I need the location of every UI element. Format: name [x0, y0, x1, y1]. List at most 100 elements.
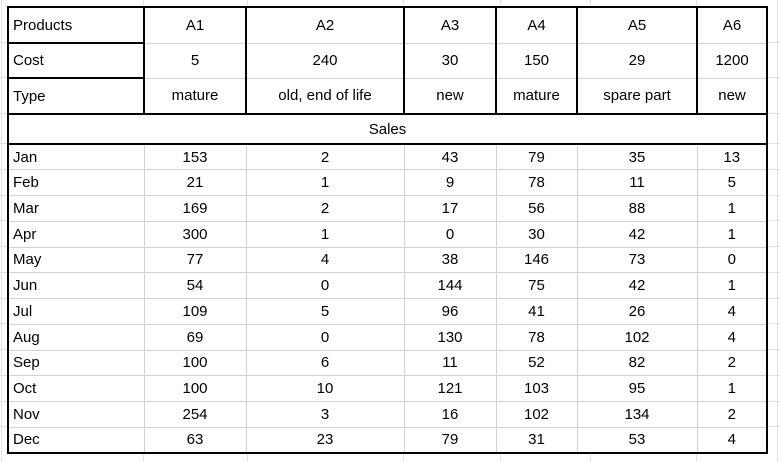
- cell-a3-jul[interactable]: 96: [403, 298, 497, 325]
- cell-a2-sep[interactable]: 6: [245, 349, 405, 377]
- cell-a1-type[interactable]: mature: [143, 77, 247, 115]
- cell-a3-dec[interactable]: 79: [403, 426, 497, 454]
- cell-month-mar[interactable]: Mar: [7, 195, 145, 222]
- cell-a6-dec[interactable]: 4: [696, 426, 768, 454]
- cell-a2-oct[interactable]: 10: [245, 375, 405, 402]
- cell-a1-aug[interactable]: 69: [143, 323, 247, 351]
- cell-a5-jul[interactable]: 26: [576, 298, 698, 325]
- cell-a4-oct[interactable]: 103: [495, 375, 578, 402]
- cell-a5-dec[interactable]: 53: [576, 426, 698, 454]
- cell-a3-jan[interactable]: 43: [403, 143, 497, 171]
- cell-a5-jun[interactable]: 42: [576, 272, 698, 299]
- cell-month-aug[interactable]: Aug: [7, 323, 145, 351]
- cell-month-oct[interactable]: Oct: [7, 375, 145, 402]
- cell-a4-cost[interactable]: 150: [495, 42, 578, 79]
- cell-a6-may[interactable]: 0: [696, 246, 768, 274]
- cell-a3-jun[interactable]: 144: [403, 272, 497, 299]
- cell-a6-cost[interactable]: 1200: [696, 42, 768, 79]
- cell-a2-dec[interactable]: 23: [245, 426, 405, 454]
- cell-a2-apr[interactable]: 1: [245, 220, 405, 248]
- cell-a2-aug[interactable]: 0: [245, 323, 405, 351]
- cell-a4-nov[interactable]: 102: [495, 401, 578, 428]
- cell-a4-may[interactable]: 146: [495, 246, 578, 274]
- cell-month-feb[interactable]: Feb: [7, 169, 145, 196]
- cell-a6-jul[interactable]: 4: [696, 298, 768, 325]
- cell-a5-sep[interactable]: 82: [576, 349, 698, 377]
- cell-a6-nov[interactable]: 2: [696, 401, 768, 428]
- cell-a6-jan[interactable]: 13: [696, 143, 768, 171]
- cell-a4-jun[interactable]: 75: [495, 272, 578, 299]
- cell-a3-nov[interactable]: 16: [403, 401, 497, 428]
- cell-a4-products[interactable]: A4: [495, 6, 578, 44]
- cell-a2-jun[interactable]: 0: [245, 272, 405, 299]
- cell-a1-sep[interactable]: 100: [143, 349, 247, 377]
- row-label-type[interactable]: Type: [7, 77, 145, 115]
- cell-a2-cost[interactable]: 240: [245, 42, 405, 79]
- cell-a5-may[interactable]: 73: [576, 246, 698, 274]
- cell-a5-cost[interactable]: 29: [576, 42, 698, 79]
- cell-month-nov[interactable]: Nov: [7, 401, 145, 428]
- cell-a2-may[interactable]: 4: [245, 246, 405, 274]
- cell-month-jan[interactable]: Jan: [7, 143, 145, 171]
- cell-a5-feb[interactable]: 11: [576, 169, 698, 196]
- cell-a1-jun[interactable]: 54: [143, 272, 247, 299]
- cell-a3-feb[interactable]: 9: [403, 169, 497, 196]
- cell-a1-cost[interactable]: 5: [143, 42, 247, 79]
- cell-a6-sep[interactable]: 2: [696, 349, 768, 377]
- cell-a4-sep[interactable]: 52: [495, 349, 578, 377]
- cell-a3-mar[interactable]: 17: [403, 195, 497, 222]
- cell-a5-nov[interactable]: 134: [576, 401, 698, 428]
- cell-a3-sep[interactable]: 11: [403, 349, 497, 377]
- cell-a3-oct[interactable]: 121: [403, 375, 497, 402]
- cell-a6-jun[interactable]: 1: [696, 272, 768, 299]
- cell-a6-aug[interactable]: 4: [696, 323, 768, 351]
- cell-a4-mar[interactable]: 56: [495, 195, 578, 222]
- cell-a1-feb[interactable]: 21: [143, 169, 247, 196]
- cell-a4-apr[interactable]: 30: [495, 220, 578, 248]
- cell-a5-mar[interactable]: 88: [576, 195, 698, 222]
- cell-a3-apr[interactable]: 0: [403, 220, 497, 248]
- cell-a2-mar[interactable]: 2: [245, 195, 405, 222]
- cell-a1-apr[interactable]: 300: [143, 220, 247, 248]
- cell-a1-products[interactable]: A1: [143, 6, 247, 44]
- cell-a5-products[interactable]: A5: [576, 6, 698, 44]
- cell-a2-jan[interactable]: 2: [245, 143, 405, 171]
- cell-a6-feb[interactable]: 5: [696, 169, 768, 196]
- cell-month-may[interactable]: May: [7, 246, 145, 274]
- cell-month-apr[interactable]: Apr: [7, 220, 145, 248]
- cell-a4-dec[interactable]: 31: [495, 426, 578, 454]
- cell-a6-oct[interactable]: 1: [696, 375, 768, 402]
- cell-a5-type[interactable]: spare part: [576, 77, 698, 115]
- cell-a5-jan[interactable]: 35: [576, 143, 698, 171]
- cell-a4-jul[interactable]: 41: [495, 298, 578, 325]
- cell-a2-jul[interactable]: 5: [245, 298, 405, 325]
- cell-a3-cost[interactable]: 30: [403, 42, 497, 79]
- cell-month-jul[interactable]: Jul: [7, 298, 145, 325]
- cell-a3-type[interactable]: new: [403, 77, 497, 115]
- cell-month-jun[interactable]: Jun: [7, 272, 145, 299]
- cell-a2-products[interactable]: A2: [245, 6, 405, 44]
- cell-a4-feb[interactable]: 78: [495, 169, 578, 196]
- cell-a1-jan[interactable]: 153: [143, 143, 247, 171]
- cell-a3-products[interactable]: A3: [403, 6, 497, 44]
- sales-section-header[interactable]: Sales: [7, 113, 768, 145]
- cell-a4-type[interactable]: mature: [495, 77, 578, 115]
- cell-a1-dec[interactable]: 63: [143, 426, 247, 454]
- cell-a3-may[interactable]: 38: [403, 246, 497, 274]
- cell-a1-nov[interactable]: 254: [143, 401, 247, 428]
- cell-a2-nov[interactable]: 3: [245, 401, 405, 428]
- cell-a5-aug[interactable]: 102: [576, 323, 698, 351]
- row-label-products[interactable]: Products: [7, 6, 145, 44]
- cell-a6-apr[interactable]: 1: [696, 220, 768, 248]
- cell-a6-products[interactable]: A6: [696, 6, 768, 44]
- cell-a1-jul[interactable]: 109: [143, 298, 247, 325]
- cell-a5-oct[interactable]: 95: [576, 375, 698, 402]
- cell-a6-type[interactable]: new: [696, 77, 768, 115]
- cell-a6-mar[interactable]: 1: [696, 195, 768, 222]
- cell-a2-type[interactable]: old, end of life: [245, 77, 405, 115]
- cell-a1-oct[interactable]: 100: [143, 375, 247, 402]
- cell-a2-feb[interactable]: 1: [245, 169, 405, 196]
- cell-a1-mar[interactable]: 169: [143, 195, 247, 222]
- cell-a4-aug[interactable]: 78: [495, 323, 578, 351]
- cell-a1-may[interactable]: 77: [143, 246, 247, 274]
